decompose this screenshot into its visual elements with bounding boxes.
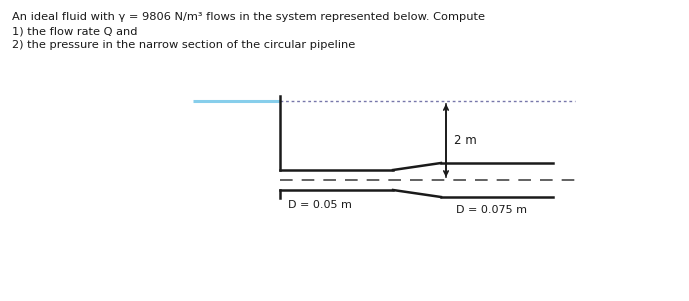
Text: 1) the flow rate Q and: 1) the flow rate Q and	[12, 26, 138, 36]
Text: An ideal fluid with γ = 9806 N/m³ flows in the system represented below. Compute: An ideal fluid with γ = 9806 N/m³ flows …	[12, 12, 485, 22]
Text: D = 0.05 m: D = 0.05 m	[288, 200, 352, 210]
Text: D = 0.075 m: D = 0.075 m	[456, 205, 527, 215]
Text: 2) the pressure in the narrow section of the circular pipeline: 2) the pressure in the narrow section of…	[12, 40, 356, 50]
Text: 2 m: 2 m	[454, 134, 477, 147]
